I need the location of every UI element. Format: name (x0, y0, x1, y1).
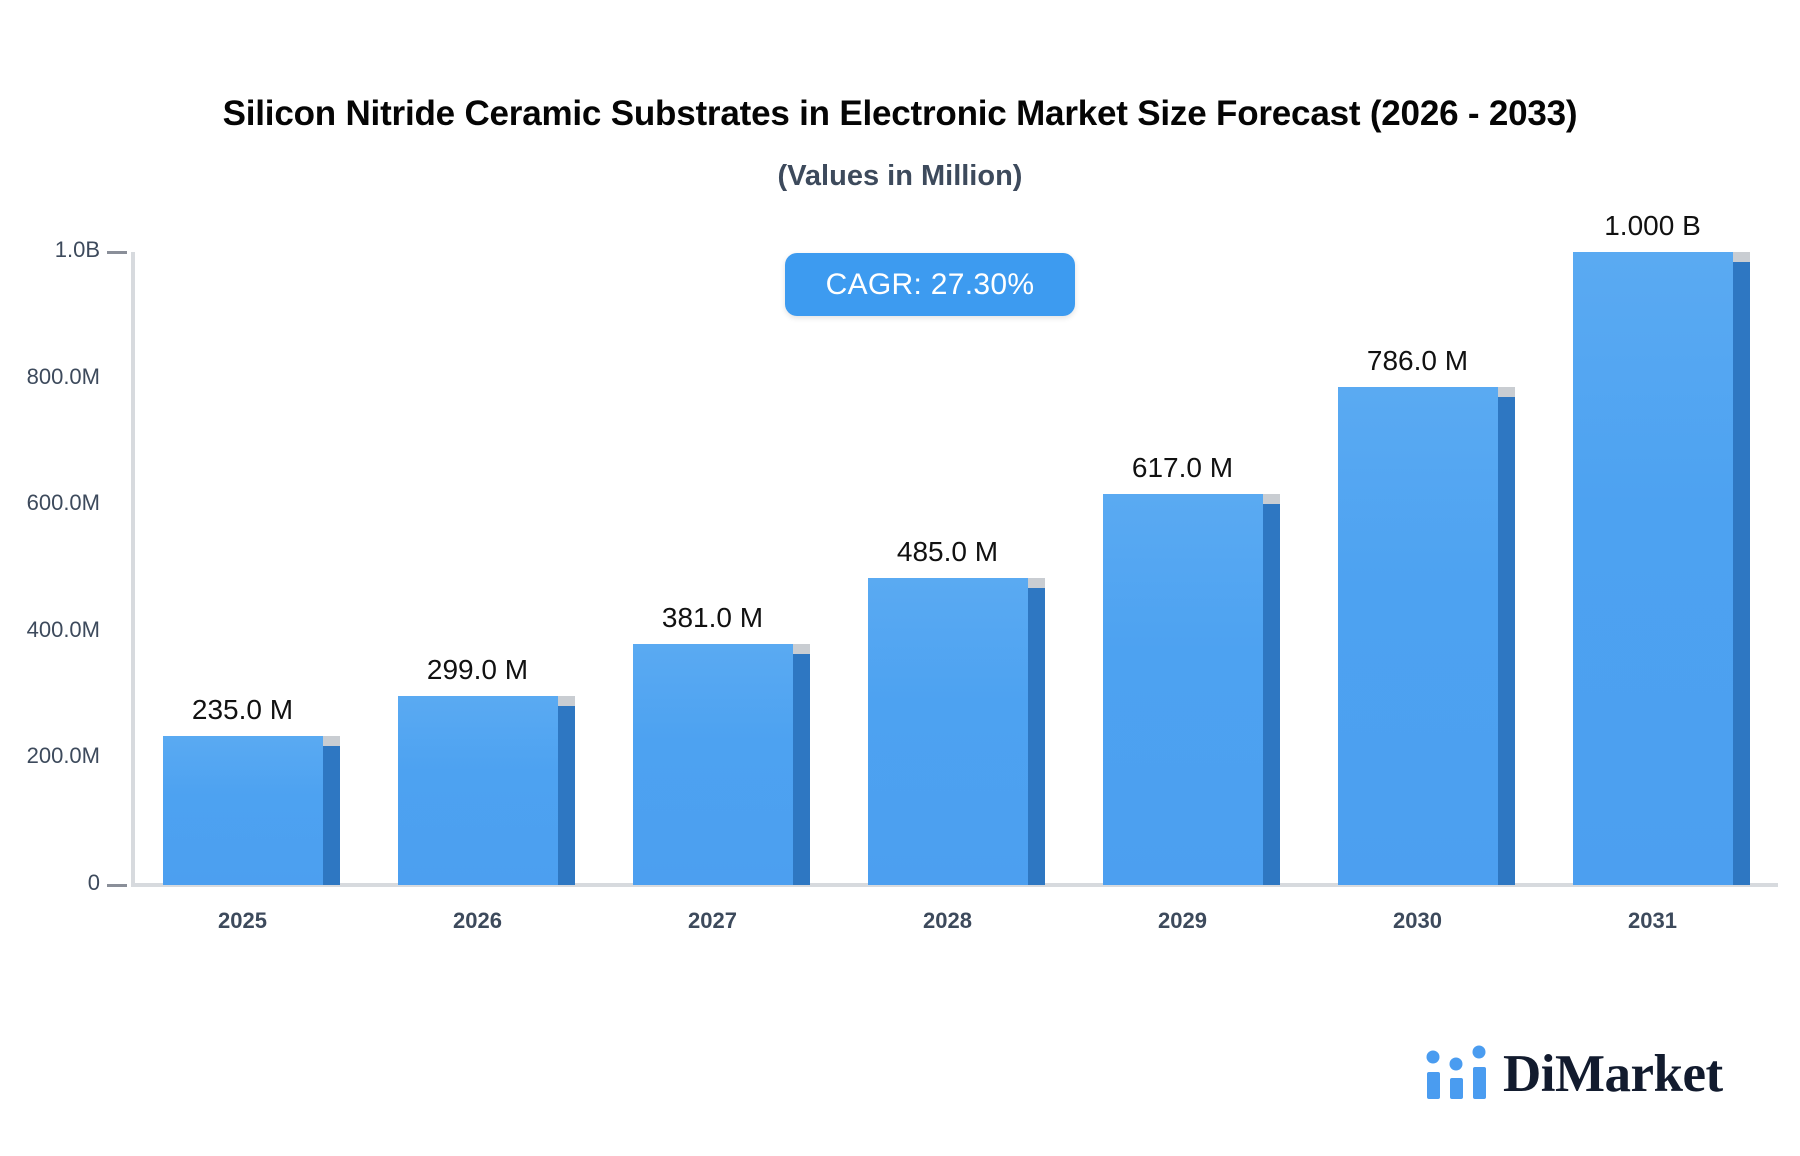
bar-value-label: 381.0 M (661, 601, 764, 633)
bar-value-label: 617.0 M (1131, 452, 1234, 484)
bar-value-label: 235.0 M (191, 694, 294, 726)
bar-side-face (1732, 262, 1750, 885)
bar[interactable]: 485.0 M (867, 536, 1045, 885)
x-axis-tick-label: 2029 (1158, 908, 1207, 933)
y-axis-tick-label: 400.0M (26, 616, 100, 642)
bar-top-face (557, 695, 575, 706)
bar-front-face (1572, 252, 1733, 885)
y-axis-tick-label: 800.0M (26, 363, 100, 389)
bar-value-label: 1.000 B (1604, 210, 1701, 241)
bar-side-face (1027, 588, 1045, 885)
bar-side-face (1262, 504, 1280, 885)
x-axis-tick-label: 2026 (453, 908, 502, 933)
x-axis-tick-label: 2027 (688, 908, 737, 933)
x-axis-tick-label: 2031 (1628, 908, 1677, 933)
bar[interactable]: 1.000 B (1572, 210, 1750, 885)
bar-side-face (792, 653, 810, 885)
cagr-badge-label: CAGR: 27.30% (825, 267, 1035, 301)
y-axis-tick-label: 0 (87, 870, 100, 895)
y-axis-tick-label: 200.0M (26, 743, 100, 769)
bar-front-face (632, 643, 793, 885)
y-axis-tick-label: 600.0M (26, 490, 100, 516)
bar-side-face (557, 705, 575, 885)
bar[interactable]: 235.0 M (162, 694, 340, 885)
bar-front-face (1337, 387, 1498, 885)
bar-top-face (1262, 494, 1280, 505)
bar[interactable]: 786.0 M (1337, 345, 1515, 885)
cagr-badge: CAGR: 27.30% (785, 253, 1075, 316)
bar-front-face (162, 736, 323, 885)
bar-front-face (397, 695, 558, 885)
bar-value-label: 786.0 M (1366, 345, 1469, 377)
x-axis-tick-label: 2028 (923, 908, 972, 933)
bar-side-face (322, 746, 340, 885)
bar-front-face (867, 578, 1028, 885)
x-axis-line (131, 883, 1778, 887)
bar-chart-logo-icon (1426, 1045, 1486, 1099)
bar[interactable]: 299.0 M (397, 654, 575, 885)
bar-top-face (1732, 252, 1750, 262)
y-axis-tick-label: 1.0B (54, 237, 100, 262)
y-axis-tick-mark (107, 884, 127, 887)
bar-top-face (1497, 387, 1515, 398)
x-axis-tick-label: 2025 (218, 908, 267, 933)
page-title: Silicon Nitride Ceramic Substrates in El… (222, 94, 1578, 133)
bar-top-face (1027, 578, 1045, 588)
bar-top-face (792, 643, 810, 654)
bar[interactable]: 617.0 M (1102, 452, 1280, 885)
bar[interactable]: 381.0 M (632, 602, 810, 885)
bar-front-face (1102, 494, 1263, 885)
chart-subtitle: (Values in Million) (777, 160, 1023, 192)
y-axis-line (131, 252, 135, 885)
dimarket-logo: DiMarket (1425, 1045, 1723, 1101)
bar-top-face (322, 736, 340, 747)
y-axis-tick-mark (107, 251, 127, 254)
x-axis-tick-label: 2030 (1393, 908, 1442, 933)
logo-wordmark: DiMarket (1503, 1045, 1723, 1103)
bar-side-face (1497, 397, 1515, 885)
bar-value-label: 299.0 M (426, 653, 529, 685)
bar-value-label: 485.0 M (896, 536, 999, 567)
